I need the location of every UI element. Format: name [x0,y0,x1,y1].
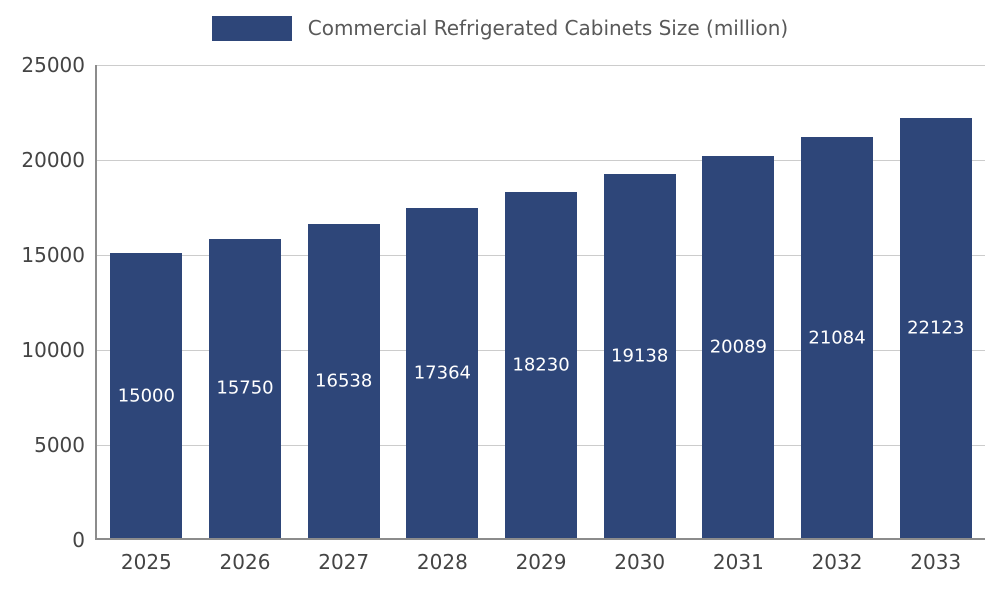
bar-value-label: 15750 [216,377,274,399]
bar-slot: 15750 2026 [196,65,295,574]
y-tick-label: 5000 [34,433,85,457]
y-tick-label: 20000 [21,148,85,172]
y-tick-label: 0 [72,528,85,552]
bar-value-label: 22123 [907,317,965,339]
x-tick-label: 2025 [120,550,172,574]
legend-label: Commercial Refrigerated Cabinets Size (m… [307,16,789,40]
bar-slot: 16538 2027 [294,65,393,574]
bar-slot: 17364 2028 [393,65,492,574]
bar-slot: 20089 2031 [689,65,788,574]
bars-row: 15000 2025 15750 2026 16538 2027 17364 2028 1823… [97,65,985,574]
bar-slot: 18230 2029 [492,65,591,574]
bar-slot: 15000 2025 [97,65,196,574]
x-tick-label: 2028 [416,550,468,574]
legend: Commercial Refrigerated Cabinets Size (m… [0,14,1000,42]
gridline [97,160,985,161]
bar-slot: 21084 2032 [788,65,887,574]
bar-slot: 19138 2030 [590,65,689,574]
bar[interactable]: 18230 [505,191,578,538]
x-tick-label: 2030 [614,550,666,574]
bar[interactable]: 15000 [110,253,183,538]
bar[interactable]: 21084 [801,137,874,538]
bar[interactable]: 19138 [603,174,676,538]
bar-value-label: 21084 [808,327,866,349]
plot-area: 15000 2025 15750 2026 16538 2027 17364 2028 1823… [21,53,985,574]
bar-slot: 22123 2033 [886,65,985,574]
y-tick-label: 25000 [21,53,85,77]
bar[interactable]: 20089 [702,156,775,538]
bar[interactable]: 22123 [899,117,972,538]
bar[interactable]: 16538 [307,223,380,538]
bar-value-label: 18230 [512,354,570,376]
x-tick-label: 2031 [712,550,764,574]
legend-swatch [211,15,292,41]
bar[interactable]: 15750 [209,238,282,538]
gridline [97,65,985,66]
x-tick-label: 2026 [219,550,271,574]
bar-value-label: 19138 [611,345,669,367]
bar-value-label: 16538 [315,370,373,392]
y-tick-label: 15000 [21,243,85,267]
x-tick-label: 2033 [910,550,962,574]
y-tick-label: 10000 [21,338,85,362]
bar-value-label: 15000 [117,385,175,406]
bar[interactable]: 17364 [406,208,479,538]
x-tick-label: 2029 [515,550,567,574]
x-tick-label: 2027 [318,550,370,574]
x-tick-label: 2032 [811,550,863,574]
bar-value-label: 20089 [709,336,767,358]
bar-value-label: 17364 [413,362,471,384]
